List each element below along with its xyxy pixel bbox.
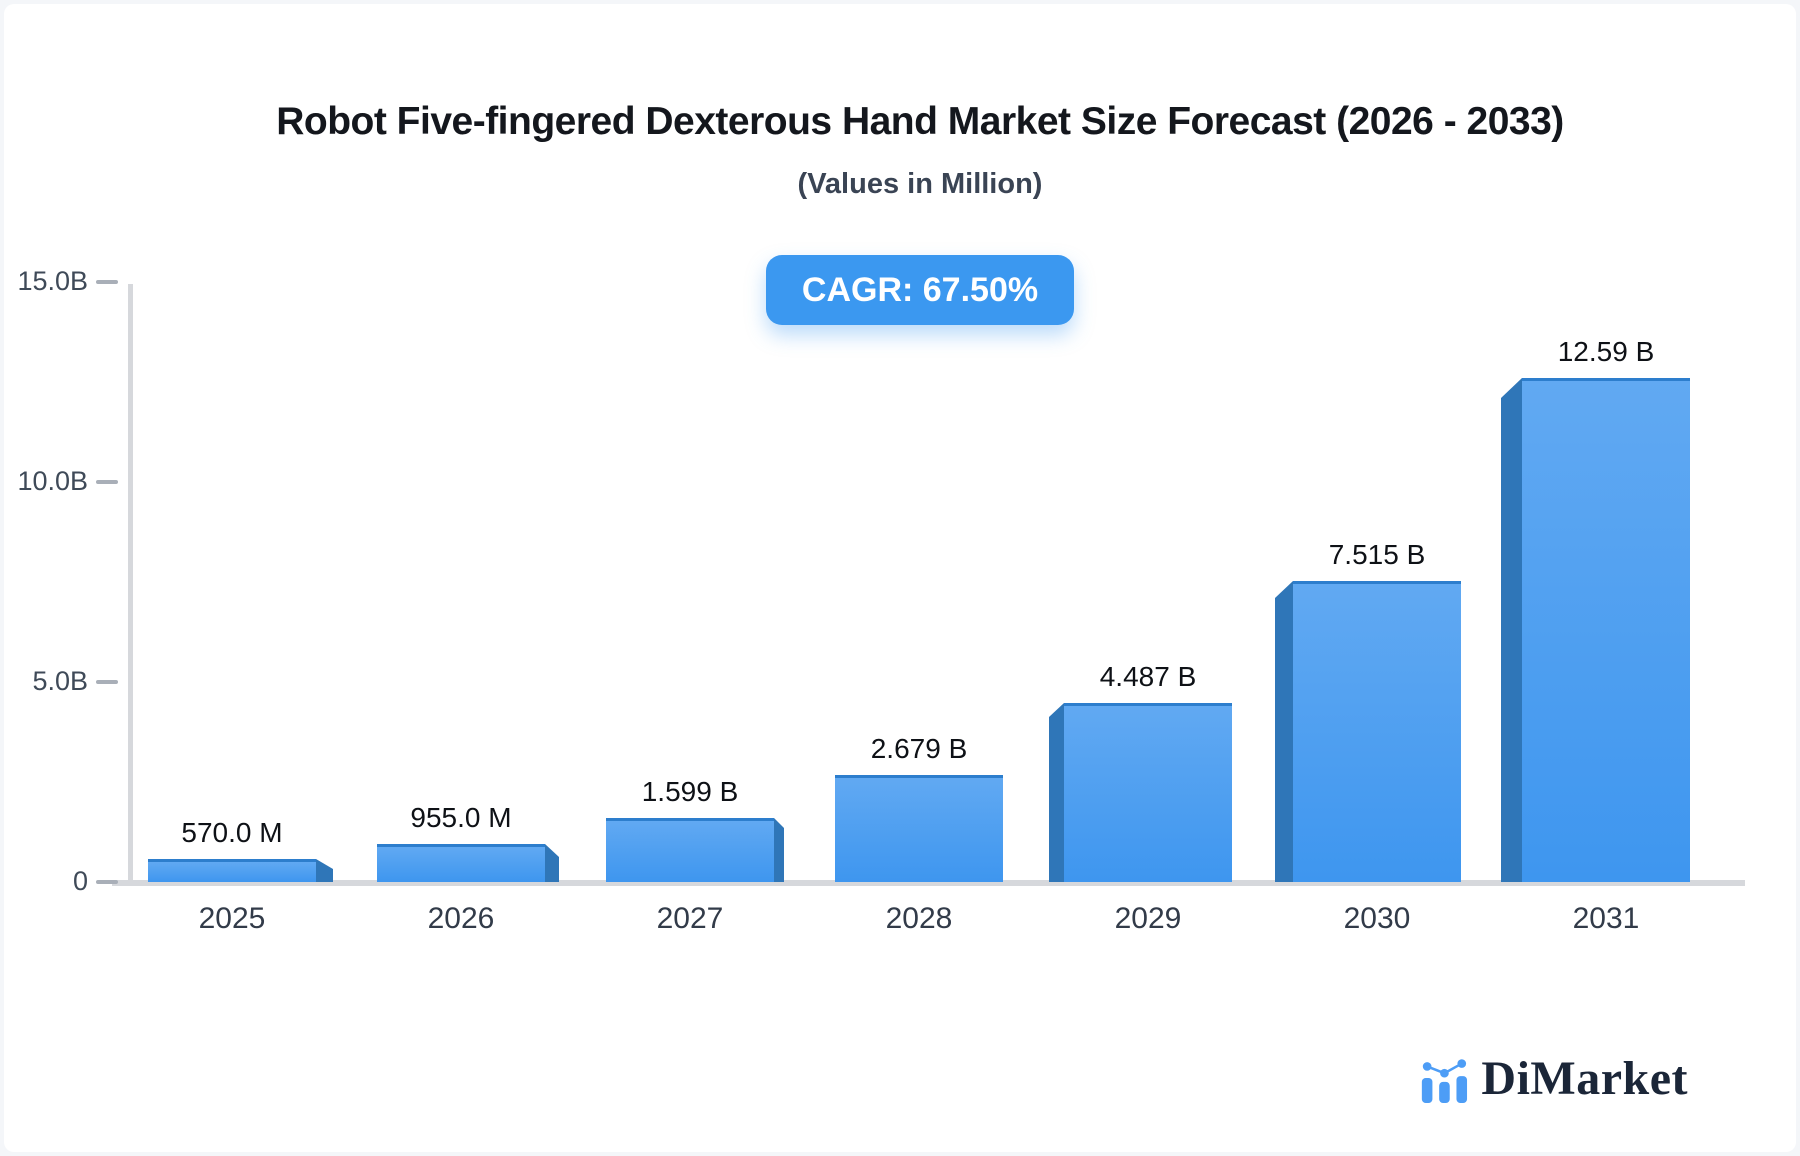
bar-2030 [1293, 581, 1461, 882]
y-tick-label: 5.0B [32, 666, 88, 696]
bar-3d-side-2031 [1501, 378, 1522, 882]
y-tick-dash [96, 680, 118, 684]
y-tick-dash [96, 280, 118, 284]
bar-2026 [377, 844, 545, 882]
bar-2031 [1522, 378, 1690, 882]
bar-3d-side-2025 [316, 859, 333, 882]
x-axis-line [112, 880, 1745, 886]
mini-bar-line-chart-icon [1422, 1059, 1468, 1103]
y-tick-label: 15.0B [17, 266, 88, 296]
x-axis-label-2030: 2030 [1343, 902, 1411, 935]
x-axis-label-2025: 2025 [198, 902, 266, 935]
bar-3d-side-2030 [1275, 581, 1293, 882]
bar-value-label: 955.0 M [410, 802, 512, 833]
bar-2027 [606, 818, 774, 882]
bar-3d-side-2026 [545, 844, 559, 882]
y-tick-label: 0 [72, 866, 88, 896]
chart-subtitle: (Values in Million) [797, 168, 1043, 200]
chart-card [4, 4, 1796, 1152]
bar-2028 [835, 775, 1003, 882]
bar-value-label: 1.599 B [641, 776, 739, 807]
x-axis-label-2028: 2028 [885, 902, 953, 935]
cagr-badge: CAGR: 67.50% [765, 255, 1075, 325]
y-tick-dash [96, 480, 118, 484]
bar-value-label: 4.487 B [1099, 661, 1197, 692]
y-axis-line [128, 284, 133, 880]
bar-3d-side-2029 [1049, 703, 1064, 882]
x-axis-label-2026: 2026 [427, 902, 495, 935]
bar-value-label: 7.515 B [1328, 539, 1426, 570]
bar-value-label: 570.0 M [181, 817, 283, 848]
x-axis-label-2031: 2031 [1572, 902, 1640, 935]
brand-logo: DiMarket [1418, 1050, 1688, 1106]
bar-3d-side-2027 [774, 818, 784, 882]
bar-value-label: 2.679 B [870, 733, 968, 764]
x-axis-label-2027: 2027 [656, 902, 724, 935]
bar-value-label: 12.59 B [1557, 336, 1655, 367]
chart-title: Robot Five-fingered Dexterous Hand Marke… [276, 100, 1564, 143]
y-tick-label: 10.0B [17, 466, 88, 496]
y-tick-dash [96, 880, 118, 884]
bar-2025 [148, 859, 316, 882]
brand-name: DiMarket [1481, 1051, 1688, 1105]
bar-2029 [1064, 703, 1232, 882]
cagr-badge-wrap: CAGR: 67.50% [40, 255, 1800, 325]
x-axis-label-2029: 2029 [1114, 902, 1182, 935]
